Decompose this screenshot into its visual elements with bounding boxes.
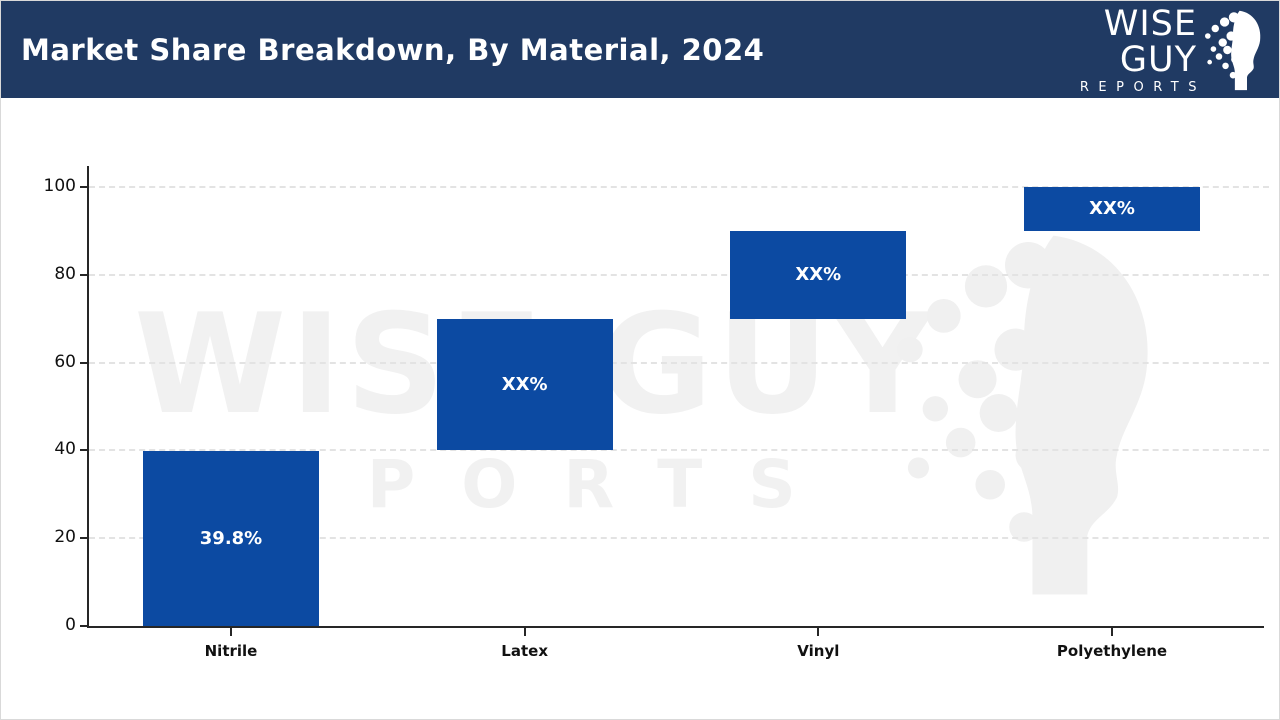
y-tick-20: [80, 537, 89, 540]
bar-label-nitrile: 39.8%: [199, 528, 263, 550]
bar-label-vinyl: XX%: [795, 264, 842, 286]
x-tick-label-latex: Latex: [501, 642, 549, 660]
y-tick-0: [80, 625, 89, 627]
bar-label-latex: XX%: [501, 374, 548, 396]
y-tick-label-0: 0: [65, 615, 76, 635]
logo-subtitle: REPORTS: [1079, 79, 1206, 95]
gridline-40: [89, 449, 1269, 452]
x-tick-polyethylene: [1111, 628, 1113, 636]
logo-text: WISE GUY REPORTS: [1017, 6, 1197, 95]
bar-label-polyethylene: XX%: [1089, 198, 1135, 220]
y-axis-line: [87, 166, 89, 628]
wiseguy-face-icon: [1205, 10, 1261, 91]
y-tick-label-20: 20: [54, 527, 76, 548]
x-tick-nitrile: [230, 628, 232, 636]
y-tick-40: [80, 449, 89, 452]
gridline-60: [89, 361, 1269, 364]
y-tick-100: [80, 186, 89, 188]
gridline-100: [89, 186, 1269, 188]
gridline-80: [89, 273, 1269, 276]
chart-title: Market Share Breakdown, By Material, 202…: [21, 32, 765, 67]
x-tick-vinyl: [817, 628, 820, 636]
y-tick-60: [80, 361, 89, 364]
logo-wordmark: WISE GUY: [1103, 3, 1197, 80]
bar-vinyl: XX%: [730, 230, 907, 319]
x-tick-label-nitrile: Nitrile: [204, 642, 258, 660]
face-watermark-icon: [897, 235, 1148, 595]
wiseguy-logo: WISE GUY REPORTS: [1017, 6, 1267, 95]
bar-latex: XX%: [436, 318, 613, 451]
y-tick-label-80: 80: [54, 263, 76, 284]
x-axis-line: [87, 626, 1264, 628]
y-tick-80: [80, 273, 89, 276]
bar-nitrile: 39.8%: [143, 451, 319, 626]
y-tick-label-40: 40: [54, 439, 76, 460]
x-tick-label-vinyl: Vinyl: [797, 642, 840, 660]
x-tick-label-polyethylene: Polyethylene: [1056, 642, 1168, 660]
y-tick-label-100: 100: [43, 176, 76, 196]
gridline-20: [89, 537, 1269, 540]
bar-polyethylene: XX%: [1024, 187, 1200, 231]
x-tick-latex: [523, 628, 526, 636]
y-tick-label-60: 60: [54, 351, 76, 372]
header: Market Share Breakdown, By Material, 202…: [1, 1, 1279, 98]
